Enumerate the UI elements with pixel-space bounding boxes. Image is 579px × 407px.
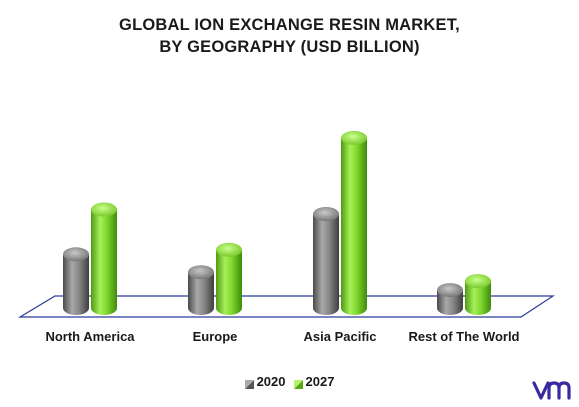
legend: 2020 2027 — [0, 374, 579, 389]
legend-label-2020: 2020 — [256, 374, 286, 389]
bar-cap — [63, 247, 89, 262]
bar-body — [63, 254, 89, 315]
bar-body — [313, 214, 339, 315]
bar-rest-of-the-world-2020 — [437, 283, 463, 315]
legend-item-2020[interactable]: 2020 — [244, 374, 286, 389]
category-label-europe: Europe — [192, 329, 238, 344]
bar-cap — [437, 283, 463, 298]
bar-body — [216, 249, 242, 315]
bar-body — [465, 281, 491, 315]
bar-cap — [465, 274, 491, 289]
bar-europe-2027 — [216, 242, 242, 315]
category-label-rest-of-the-world: Rest of The World — [408, 329, 520, 344]
legend-item-2027[interactable]: 2027 — [293, 374, 335, 389]
bar-cap — [341, 130, 367, 145]
bar-cap — [91, 202, 117, 217]
bar-body — [188, 272, 214, 315]
bars-group — [63, 130, 491, 315]
category-label-north-america: North America — [45, 329, 135, 344]
bar-body — [437, 290, 463, 315]
bar-cap — [313, 207, 339, 221]
chart-title: GLOBAL ION EXCHANGE RESIN MARKET, BY GEO… — [0, 14, 579, 58]
chart-title-line-1: GLOBAL ION EXCHANGE RESIN MARKET, — [119, 16, 460, 34]
bar-asia-pacific-2027 — [341, 130, 367, 315]
bar-north-america-2020 — [63, 247, 89, 315]
chart-title-line-2: BY GEOGRAPHY (USD BILLION) — [159, 38, 420, 56]
bar-europe-2020 — [188, 265, 214, 315]
chart-floor — [17, 295, 556, 318]
legend-label-2027: 2027 — [305, 374, 335, 389]
legend-swatch-2020 — [244, 377, 254, 389]
bar-cap — [188, 265, 214, 280]
bar-body — [341, 137, 367, 315]
vmr-logo-icon — [532, 380, 574, 407]
category-label-asia-pacific: Asia Pacific — [303, 329, 377, 344]
bar-cap — [216, 242, 242, 257]
legend-swatch-2027 — [293, 377, 303, 389]
bar-body — [91, 209, 117, 315]
bar-asia-pacific-2020 — [313, 207, 339, 315]
bar-rest-of-the-world-2027 — [465, 274, 491, 315]
bar-north-america-2027 — [91, 202, 117, 315]
